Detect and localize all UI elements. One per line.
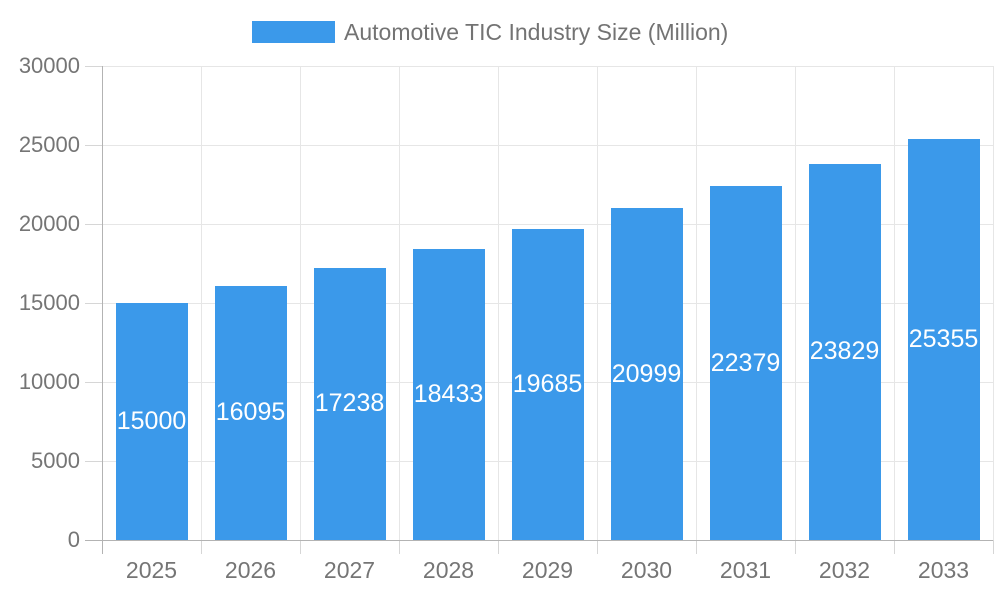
bar-value-label-2025: 15000	[116, 407, 187, 435]
bar-value-label-2032: 23829	[809, 337, 880, 366]
gridline-x-4	[497, 66, 499, 540]
x-tick-2	[299, 540, 301, 554]
y-axis-label-25000: 25000	[18, 132, 80, 157]
gridline-y-20000	[102, 223, 993, 225]
y-axis-label-5000: 5000	[31, 448, 80, 473]
bar-2030	[610, 208, 683, 540]
y-tick-25000	[85, 144, 102, 146]
x-axis-label-2026: 2026	[224, 557, 277, 583]
x-axis-label-2032: 2032	[818, 557, 871, 583]
y-tick-30000	[85, 65, 102, 67]
x-tick-3	[398, 540, 400, 554]
x-axis-label-2027: 2027	[323, 557, 376, 583]
bar-2028	[412, 248, 485, 540]
y-axis-line	[101, 66, 103, 554]
bar-2025	[115, 303, 188, 540]
y-axis-label-10000: 10000	[18, 369, 80, 394]
y-tick-20000	[85, 223, 102, 225]
x-tick-8	[893, 540, 895, 554]
x-axis-label-2029: 2029	[521, 557, 574, 583]
x-tick-4	[497, 540, 499, 554]
x-axis-label-2033: 2033	[917, 557, 970, 583]
legend-label: Automotive TIC Industry Size (Million)	[344, 18, 729, 45]
x-axis-label-2025: 2025	[125, 557, 178, 583]
x-tick-7	[794, 540, 796, 554]
gridline-x-6	[695, 66, 697, 540]
gridline-x-1	[200, 66, 202, 540]
x-axis-baseline	[85, 539, 993, 541]
gridline-x-7	[794, 66, 796, 540]
gridline-x-8	[893, 66, 895, 540]
x-axis-label-2031: 2031	[719, 557, 772, 583]
x-tick-1	[200, 540, 202, 554]
y-tick-5000	[85, 460, 102, 462]
bar-value-label-2027: 17238	[314, 389, 385, 418]
bar-value-label-2028: 18433	[413, 379, 484, 408]
gridline-y-30000	[102, 65, 993, 67]
x-axis-label-2028: 2028	[422, 557, 475, 583]
bar-value-label-2033: 25355	[908, 325, 979, 354]
bar-value-label-2026: 16095	[215, 398, 286, 427]
y-axis-label-0: 0	[67, 527, 80, 552]
x-tick-9	[992, 540, 994, 554]
x-tick-6	[695, 540, 697, 554]
legend-swatch	[252, 21, 335, 43]
gridline-x-3	[398, 66, 400, 540]
gridline-x-5	[596, 66, 598, 540]
gridline-y-25000	[102, 144, 993, 146]
bar-2029	[511, 228, 584, 540]
bar-2027	[313, 267, 386, 540]
bar-2032	[808, 163, 881, 540]
bar-2031	[709, 186, 782, 540]
bar-2033	[907, 139, 980, 540]
x-axis-label-2030: 2030	[620, 557, 673, 583]
y-tick-10000	[85, 381, 102, 383]
legend: Automotive TIC Industry Size (Million)	[252, 17, 728, 47]
y-axis-label-30000: 30000	[18, 53, 80, 78]
gridline-x-9	[992, 66, 994, 540]
bar-2026	[214, 285, 287, 540]
y-tick-15000	[85, 302, 102, 304]
bar-value-label-2031: 22379	[710, 348, 781, 377]
bar-value-label-2029: 19685	[512, 369, 583, 398]
y-axis-label-20000: 20000	[18, 211, 80, 236]
x-tick-5	[596, 540, 598, 554]
gridline-x-2	[299, 66, 301, 540]
bar-value-label-2030: 20999	[611, 359, 682, 388]
y-axis-label-15000: 15000	[18, 290, 80, 315]
